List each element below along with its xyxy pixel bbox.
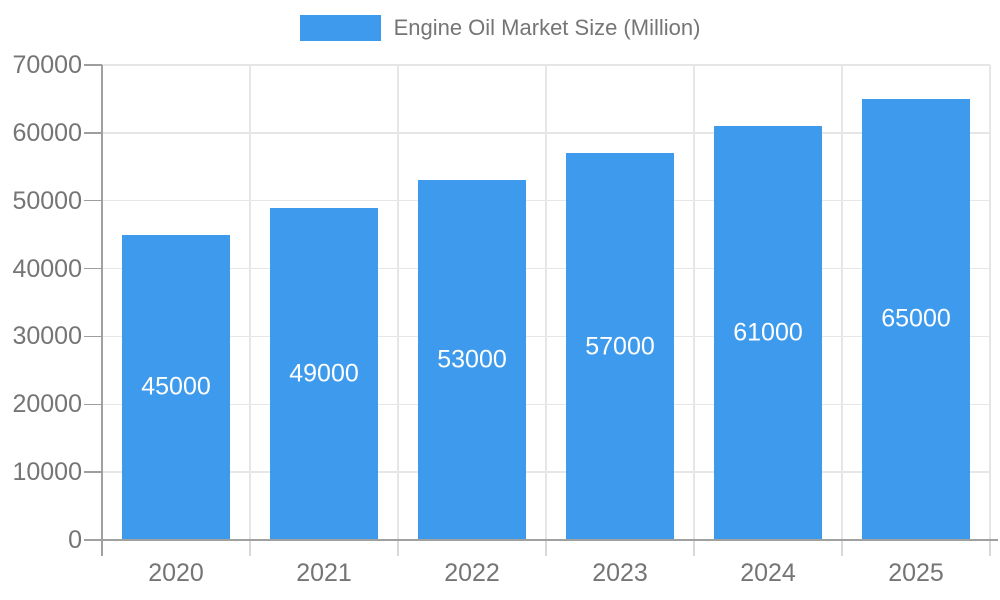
chart-legend[interactable]: Engine Oil Market Size (Million): [0, 15, 1000, 41]
bar[interactable]: 45000: [122, 234, 230, 540]
y-axis-tick-label: 60000: [12, 118, 82, 147]
x-gridline: [693, 65, 695, 540]
x-axis-tick: [693, 540, 695, 556]
y-axis-tick: [84, 199, 102, 202]
x-axis-tick-label: 2021: [296, 559, 352, 587]
bar[interactable]: 61000: [714, 126, 822, 540]
y-axis-tick-label: 20000: [12, 390, 82, 419]
bar[interactable]: 65000: [862, 98, 970, 540]
y-axis-tick-label: 10000: [12, 458, 82, 487]
x-gridline: [545, 65, 547, 540]
bar-value-label: 45000: [141, 372, 211, 401]
y-axis-tick-label: 50000: [12, 186, 82, 215]
y-axis-tick: [84, 64, 102, 66]
y-axis-tick-label: 30000: [12, 322, 82, 351]
y-axis-tick: [84, 267, 102, 270]
y-axis-tick: [84, 403, 102, 406]
bar-value-label: 49000: [289, 359, 359, 388]
y-axis-tick-label: 40000: [12, 254, 82, 283]
y-axis-tick: [84, 335, 102, 338]
x-axis-tick: [841, 540, 843, 556]
y-axis-tick-label: 0: [68, 526, 82, 554]
bar-value-label: 61000: [733, 318, 803, 347]
y-axis-tick: [84, 471, 102, 473]
bar-value-label: 57000: [585, 332, 655, 361]
x-axis-tick-label: 2023: [592, 559, 648, 587]
x-gridline: [841, 65, 843, 540]
y-axis-tick-label: 70000: [12, 51, 82, 79]
bar[interactable]: 53000: [418, 180, 526, 540]
x-axis-tick-label: 2022: [444, 559, 500, 587]
x-axis-tick-label: 2025: [888, 559, 944, 587]
x-axis-line: [84, 539, 998, 541]
bar-value-label: 53000: [437, 345, 507, 374]
x-axis-tick: [545, 540, 547, 556]
legend-swatch-icon: [299, 15, 381, 41]
x-axis-tick: [397, 540, 399, 556]
bar[interactable]: 57000: [566, 153, 674, 540]
y-axis-tick: [84, 132, 102, 134]
x-gridline: [249, 65, 251, 540]
x-gridline: [397, 65, 399, 540]
bar-value-label: 65000: [881, 304, 951, 333]
y-axis-line: [101, 65, 103, 556]
x-axis-tick-label: 2020: [148, 559, 204, 587]
bar[interactable]: 49000: [270, 207, 378, 540]
x-gridline: [989, 65, 991, 540]
x-axis-tick: [249, 540, 251, 556]
x-axis-tick-label: 2024: [740, 559, 796, 587]
x-axis-tick: [989, 540, 991, 556]
legend-label: Engine Oil Market Size (Million): [393, 15, 701, 40]
